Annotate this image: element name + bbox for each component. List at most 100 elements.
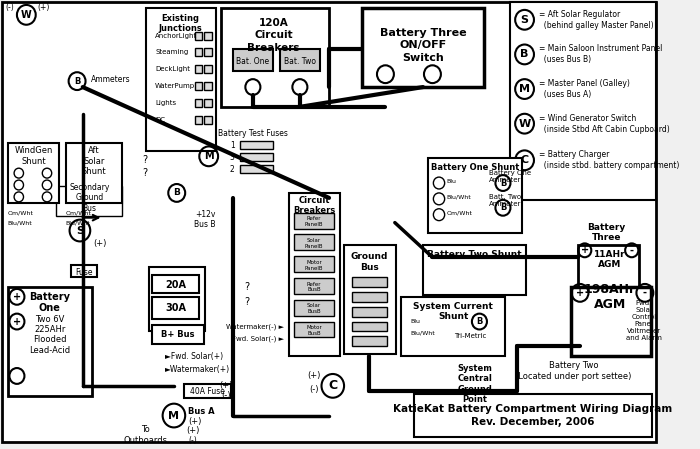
Text: S: S: [521, 15, 528, 25]
Bar: [239, 165, 272, 173]
Text: Battery Two Shunt: Battery Two Shunt: [428, 250, 522, 260]
Bar: [280, 49, 320, 71]
Bar: [294, 213, 334, 229]
Text: = Master Panel (Galley)
  (uses Bus A): = Master Panel (Galley) (uses Bus A): [539, 79, 629, 99]
Text: = Wind Generator Switch
  (inside Stbd Aft Cabin Cupboard): = Wind Generator Switch (inside Stbd Aft…: [539, 114, 669, 134]
Text: Bus A: Bus A: [188, 407, 215, 416]
Text: WindGen
Shunt: WindGen Shunt: [15, 146, 53, 166]
Bar: [204, 116, 211, 123]
Text: +: +: [576, 288, 584, 298]
Text: Refer
PanelB: Refer PanelB: [304, 216, 323, 227]
Text: (-): (-): [221, 391, 230, 400]
Text: Bat. One: Bat. One: [237, 57, 270, 66]
Bar: [153, 325, 204, 344]
Bar: [184, 384, 231, 398]
Bar: [351, 277, 387, 287]
Text: Battery
Three: Battery Three: [587, 223, 626, 242]
Text: Bat. Two: Bat. Two: [284, 57, 316, 66]
Bar: [204, 82, 211, 90]
Text: 1: 1: [230, 141, 235, 150]
Text: Solar
BusB: Solar BusB: [307, 303, 321, 314]
Bar: [195, 82, 202, 90]
Bar: [414, 394, 652, 437]
Text: System Current
Shunt: System Current Shunt: [413, 302, 493, 321]
Text: Batt. Two
Ammeter: Batt. Two Ammeter: [489, 194, 522, 207]
Bar: [362, 8, 484, 87]
Bar: [288, 193, 340, 356]
Text: (-): (-): [188, 436, 197, 445]
Text: System
Central
Ground
Point: System Central Ground Point: [457, 364, 492, 404]
Text: Battery
One: Battery One: [29, 292, 70, 313]
Text: Ground
Bus: Ground Bus: [351, 252, 388, 272]
Bar: [344, 245, 395, 354]
Bar: [570, 287, 650, 356]
Bar: [294, 300, 334, 316]
Text: (-): (-): [5, 4, 14, 13]
Bar: [153, 275, 199, 293]
Bar: [8, 144, 60, 203]
Text: Battery Two
(Located under port settee): Battery Two (Located under port settee): [515, 361, 631, 380]
Text: Tri-Metric: Tri-Metric: [454, 334, 486, 339]
Bar: [239, 154, 272, 161]
Text: ?: ?: [142, 168, 147, 178]
Text: Blu/Wht: Blu/Wht: [66, 220, 90, 225]
Text: Steaming: Steaming: [155, 49, 188, 55]
Bar: [294, 234, 334, 250]
Text: Refer
BusB: Refer BusB: [307, 282, 321, 292]
Text: DC: DC: [155, 117, 165, 123]
Text: Blu/Wht: Blu/Wht: [411, 331, 435, 336]
Text: W: W: [519, 119, 531, 129]
Text: B: B: [500, 179, 506, 188]
Text: -: -: [630, 245, 634, 255]
Text: KatieKat Battery Compartment Wiring Diagram
Rev. December, 2006: KatieKat Battery Compartment Wiring Diag…: [393, 404, 673, 427]
Bar: [195, 99, 202, 107]
Text: (+): (+): [188, 417, 202, 426]
Bar: [195, 65, 202, 73]
Text: M: M: [519, 84, 530, 94]
Bar: [195, 48, 202, 57]
Bar: [351, 307, 387, 317]
Text: ?: ?: [142, 155, 147, 165]
Text: Motor
PanelB: Motor PanelB: [304, 260, 323, 271]
Bar: [204, 32, 211, 40]
Text: Blu: Blu: [447, 179, 456, 184]
Text: +: +: [13, 292, 21, 302]
Bar: [351, 292, 387, 302]
Text: B: B: [500, 203, 506, 212]
Text: (+): (+): [37, 4, 50, 13]
Bar: [146, 8, 216, 151]
Bar: [204, 65, 211, 73]
Text: To
Outboards: To Outboards: [124, 426, 168, 445]
Bar: [204, 48, 211, 57]
Text: (+): (+): [219, 381, 232, 390]
Text: 20A: 20A: [165, 280, 186, 290]
Bar: [195, 116, 202, 123]
Text: Battery One
Ammeter: Battery One Ammeter: [489, 170, 531, 183]
Text: ?: ?: [245, 297, 250, 307]
Text: Lights: Lights: [155, 100, 176, 106]
Text: Om/Wht: Om/Wht: [66, 210, 92, 215]
Text: M: M: [169, 410, 179, 421]
Bar: [204, 99, 211, 107]
Bar: [401, 297, 505, 356]
Text: B: B: [476, 317, 482, 326]
Bar: [57, 186, 122, 216]
Text: Watermaker(-) ►: Watermaker(-) ►: [226, 323, 284, 330]
Text: +: +: [13, 317, 21, 326]
Text: 198AHr
AGM: 198AHr AGM: [584, 283, 636, 311]
Text: C: C: [328, 379, 337, 392]
Text: +12v
Bus B: +12v Bus B: [194, 210, 216, 229]
Text: 3: 3: [230, 153, 235, 162]
Text: 40A Fuse: 40A Fuse: [190, 387, 225, 396]
Text: = Aft Solar Regulator
  (behind galley Master Panel): = Aft Solar Regulator (behind galley Mas…: [539, 10, 653, 30]
Text: = Battery Charger
  (inside stbd. battery compartment): = Battery Charger (inside stbd. battery …: [539, 150, 679, 170]
Text: Battery Three
ON/OFF
Switch: Battery Three ON/OFF Switch: [379, 28, 466, 62]
Text: M: M: [204, 151, 214, 161]
Text: Ammeters: Ammeters: [91, 75, 131, 84]
Text: (+): (+): [93, 239, 106, 248]
Bar: [148, 267, 205, 331]
Bar: [71, 265, 97, 277]
Text: B+ Bus: B+ Bus: [161, 330, 195, 339]
Text: (+): (+): [186, 426, 200, 435]
Text: Blu: Blu: [411, 319, 421, 324]
